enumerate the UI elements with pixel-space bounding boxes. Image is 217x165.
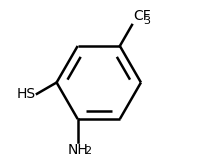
Text: NH: NH [67,143,88,157]
Text: CF: CF [133,9,151,23]
Text: HS: HS [17,87,36,101]
Text: 2: 2 [84,146,91,156]
Text: 3: 3 [143,16,150,26]
